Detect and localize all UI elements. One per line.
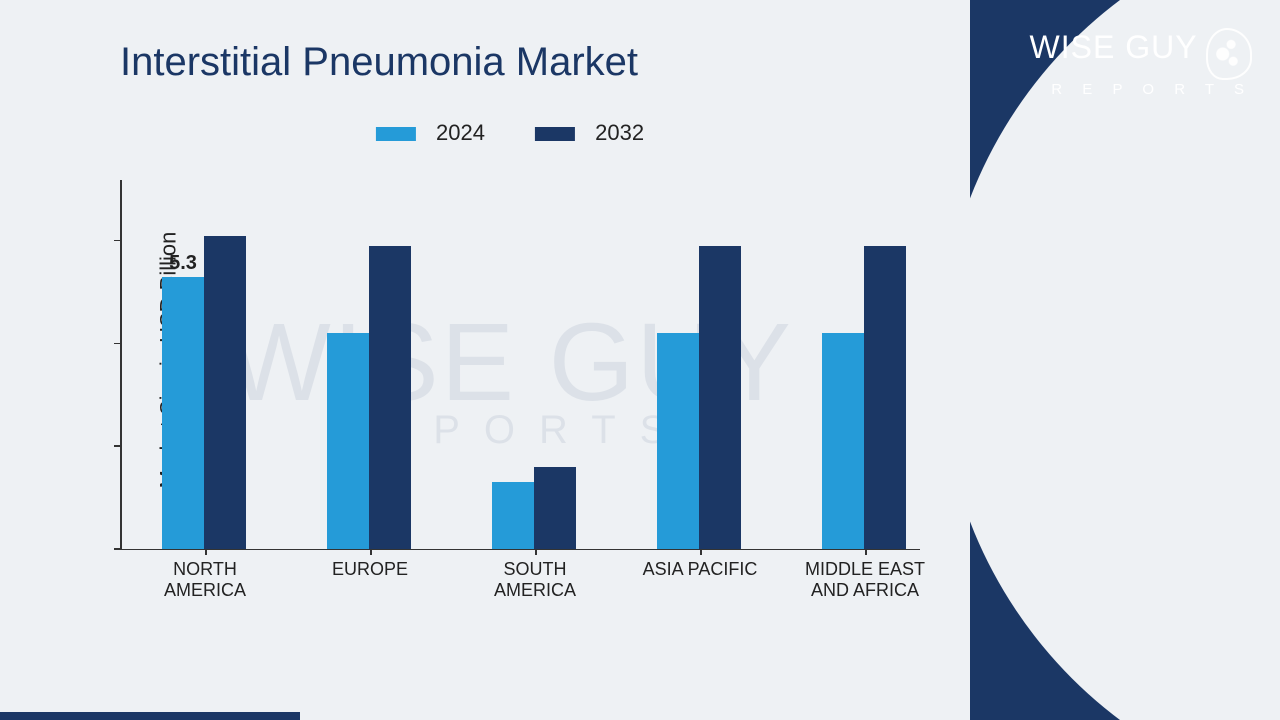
bar-2032 [864,246,906,549]
x-category-label: NORTH AMERICA [135,549,275,600]
legend-item-2024: 2024 [376,120,485,146]
bar-2024 [327,333,369,549]
x-category-label: SOUTH AMERICA [465,549,605,600]
bar-chart: Market Size in USD Billion 2024 2032 5.3… [100,150,920,570]
y-tick [114,343,120,345]
y-axis-line [120,180,122,549]
bar-2032 [534,467,576,549]
brand-logo: WISE GUY R E P O R T S [1030,28,1252,97]
bar-2032 [369,246,411,549]
legend-label-2032: 2032 [595,120,644,145]
x-category-label: MIDDLE EAST AND AFRICA [795,549,935,600]
bar-2024 [822,333,864,549]
bar-2024: 5.3 [162,277,204,549]
x-tick [535,549,537,555]
y-tick [114,240,120,242]
x-tick [700,549,702,555]
legend-swatch-2024 [376,127,416,141]
brand-head-icon [1206,28,1252,80]
legend-item-2032: 2032 [535,120,644,146]
legend-label-2024: 2024 [436,120,485,145]
y-tick [114,445,120,447]
legend-swatch-2032 [535,127,575,141]
plot-area: 5.3NORTH AMERICAEUROPESOUTH AMERICAASIA … [120,180,920,550]
bar-value-label: 5.3 [162,252,204,277]
brand-logo-sub: R E P O R T S [1030,82,1252,97]
bar-2032 [204,236,246,549]
bar-2024 [657,333,699,549]
brand-logo-main: WISE GUY [1030,29,1198,65]
x-tick [865,549,867,555]
x-tick [205,549,207,555]
chart-title: Interstitial Pneumonia Market [120,40,638,85]
bar-2024 [492,482,534,549]
bar-2032 [699,246,741,549]
brand-band [970,0,1280,720]
footer-accent-bar [0,712,300,720]
chart-legend: 2024 2032 [376,120,644,146]
report-canvas: WISE GUY R E P O R T S Interstitial Pneu… [0,0,1280,720]
circle-cutout [940,0,1280,720]
x-tick [370,549,372,555]
y-tick [114,548,120,550]
